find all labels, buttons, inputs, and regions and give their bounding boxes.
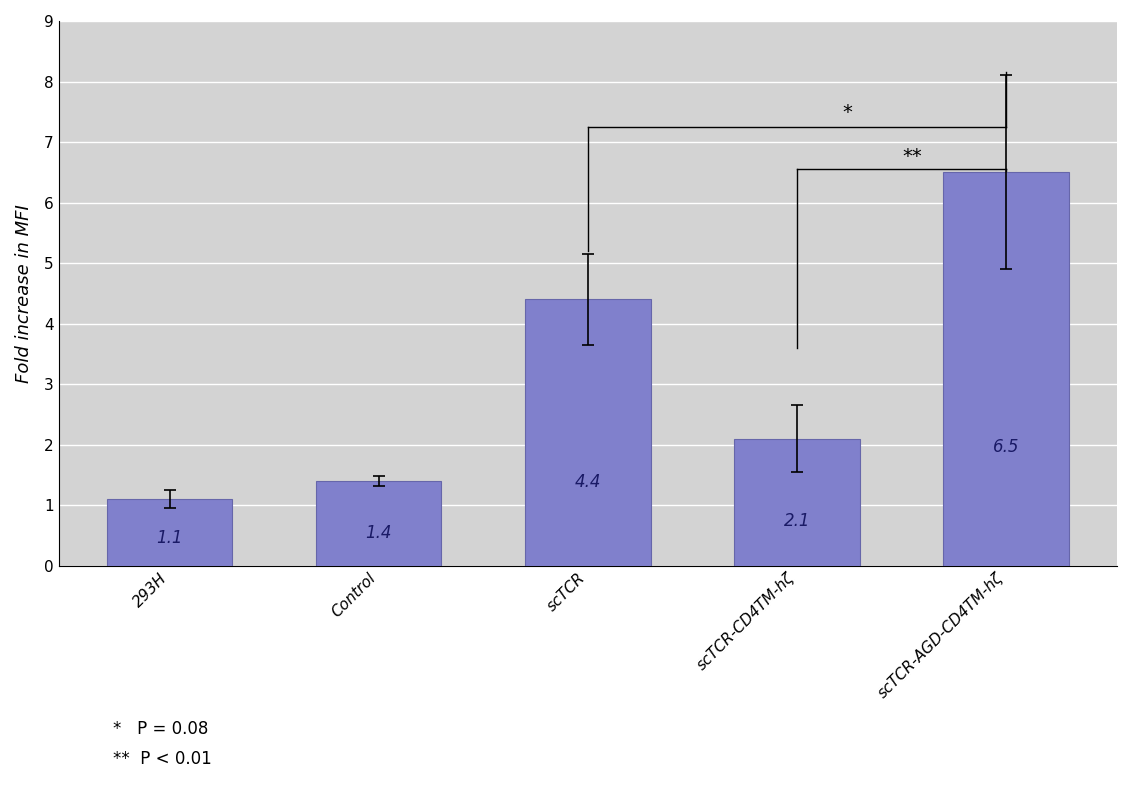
Bar bbox=[525, 299, 651, 566]
Bar bbox=[943, 172, 1069, 566]
Text: *: * bbox=[842, 103, 852, 122]
Bar bbox=[735, 439, 859, 566]
Text: **  P < 0.01: ** P < 0.01 bbox=[113, 750, 212, 768]
Bar bbox=[316, 481, 441, 566]
Text: *   P = 0.08: * P = 0.08 bbox=[113, 720, 208, 739]
Text: **: ** bbox=[902, 147, 921, 166]
Text: 1.1: 1.1 bbox=[156, 529, 183, 547]
Bar bbox=[106, 499, 232, 566]
Text: 6.5: 6.5 bbox=[993, 438, 1020, 455]
Text: 2.1: 2.1 bbox=[783, 512, 811, 530]
Text: 1.4: 1.4 bbox=[366, 524, 392, 542]
Y-axis label: Fold increase in MFI: Fold increase in MFI bbox=[15, 204, 33, 383]
Text: 4.4: 4.4 bbox=[575, 473, 601, 491]
